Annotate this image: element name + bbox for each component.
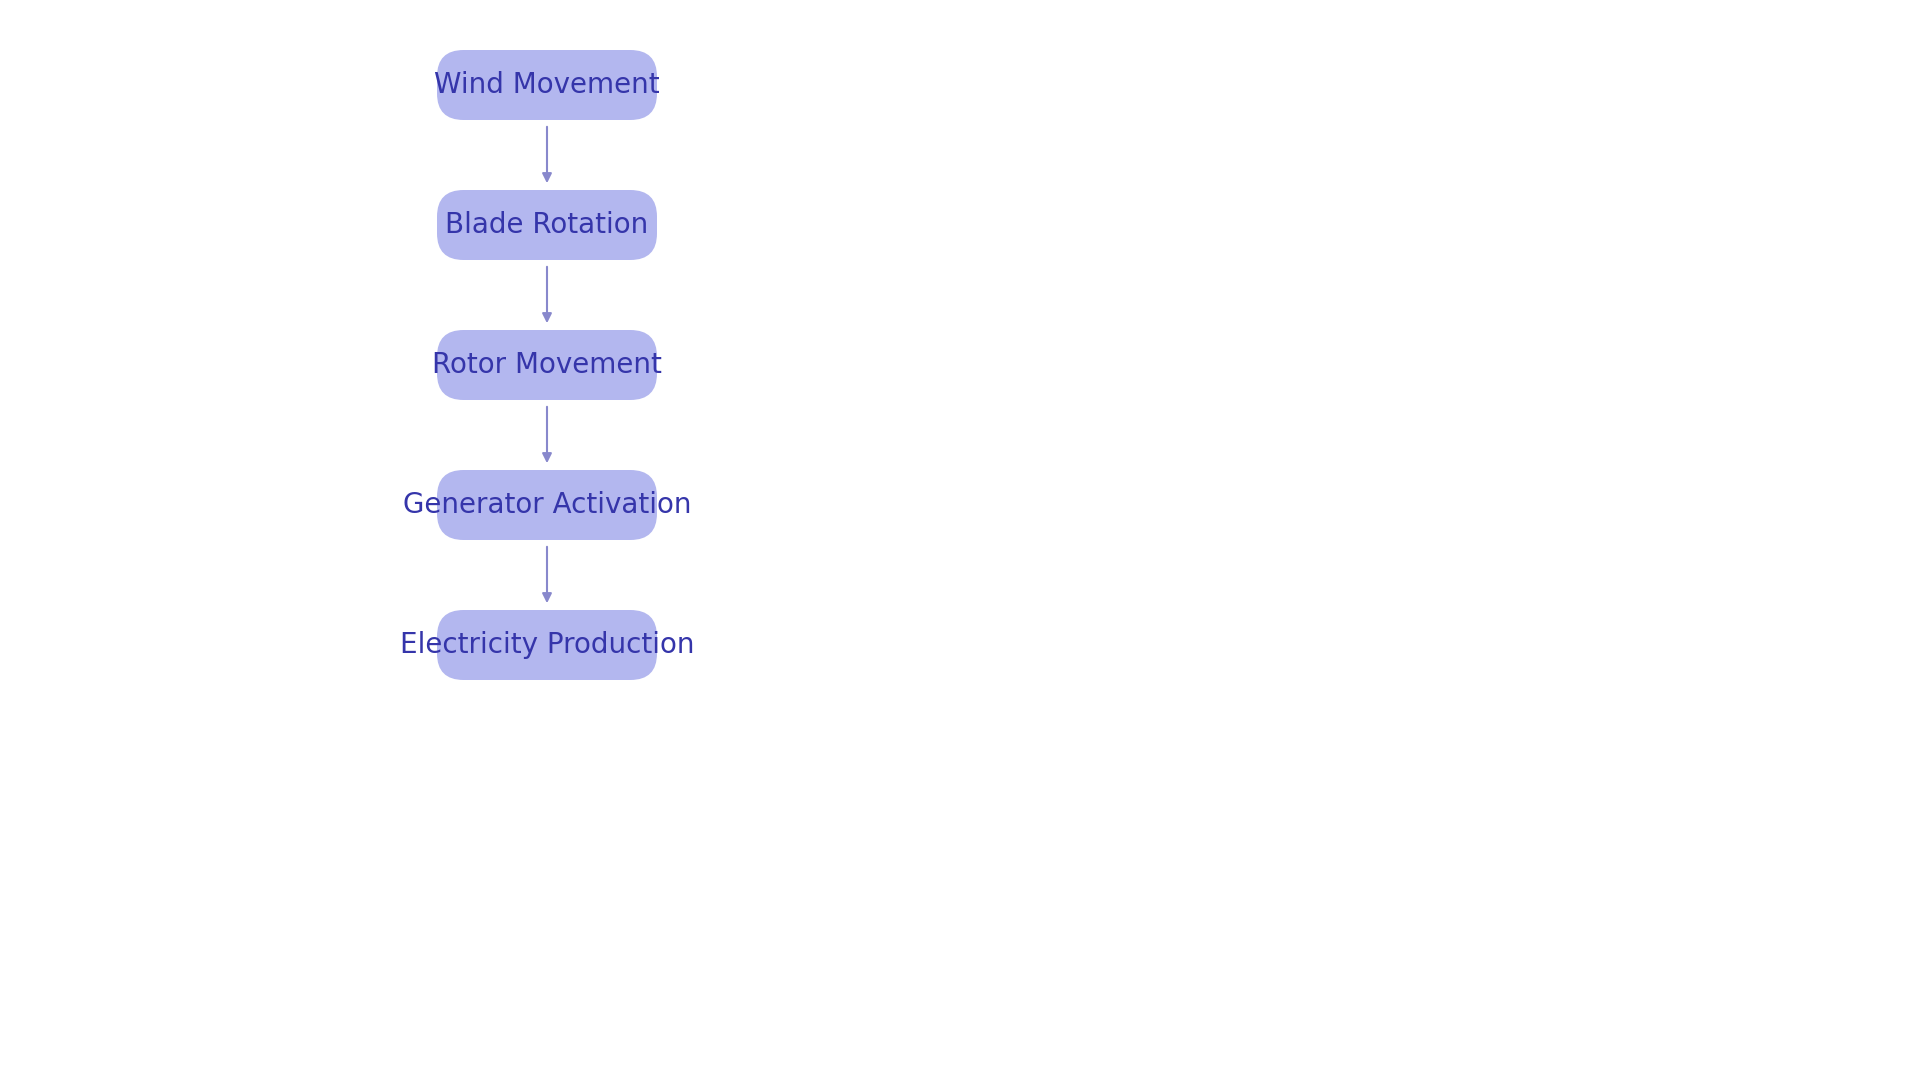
Text: Generator Activation: Generator Activation (403, 491, 691, 519)
Text: Rotor Movement: Rotor Movement (432, 351, 662, 379)
Text: Blade Rotation: Blade Rotation (445, 211, 649, 239)
FancyBboxPatch shape (438, 330, 657, 400)
FancyBboxPatch shape (438, 470, 657, 540)
FancyBboxPatch shape (438, 610, 657, 680)
FancyBboxPatch shape (438, 50, 657, 120)
Text: Electricity Production: Electricity Production (399, 631, 695, 658)
Text: Wind Movement: Wind Movement (434, 71, 660, 99)
FancyBboxPatch shape (438, 190, 657, 260)
